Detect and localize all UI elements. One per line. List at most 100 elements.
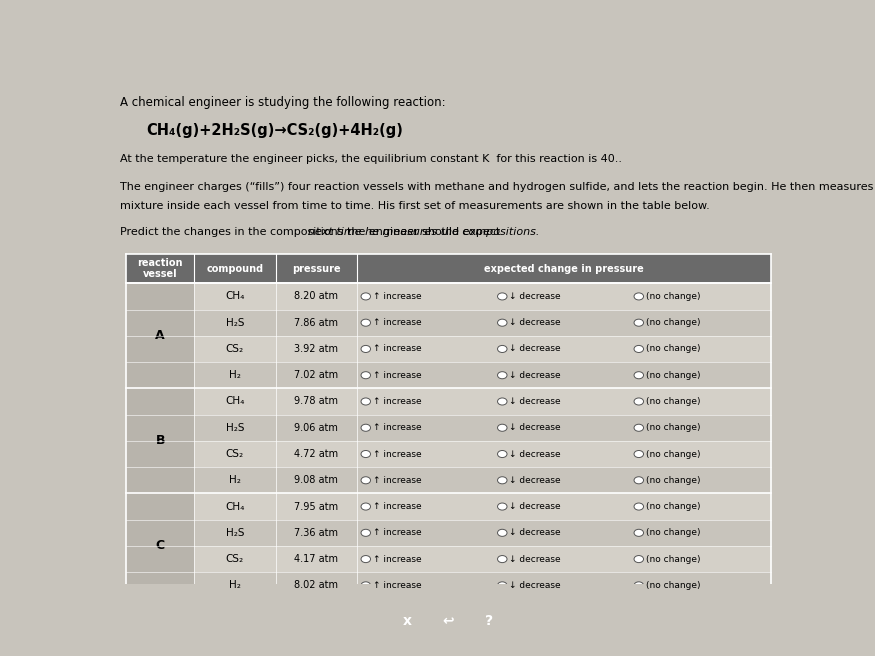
Text: 4.17 atm: 4.17 atm (294, 554, 339, 564)
Text: ↑ increase: ↑ increase (373, 528, 422, 537)
Text: ↑ increase: ↑ increase (373, 423, 422, 432)
Circle shape (634, 346, 643, 352)
Text: At the temperature the engineer picks, the equilibrium constant K  for this reac: At the temperature the engineer picks, t… (120, 154, 621, 164)
FancyBboxPatch shape (386, 607, 430, 634)
Text: 7.36 atm: 7.36 atm (294, 528, 339, 538)
Circle shape (498, 582, 507, 589)
Text: (no change): (no change) (646, 449, 700, 459)
Bar (126, 336, 771, 362)
Circle shape (634, 556, 643, 563)
Text: ↓ decrease: ↓ decrease (509, 318, 561, 327)
Circle shape (634, 424, 643, 431)
Circle shape (498, 319, 507, 326)
FancyBboxPatch shape (467, 607, 511, 634)
Text: 9.08 atm: 9.08 atm (294, 476, 338, 485)
Circle shape (498, 293, 507, 300)
Bar (126, 388, 194, 493)
Circle shape (361, 582, 370, 589)
Circle shape (361, 529, 370, 537)
Text: ↓ decrease: ↓ decrease (509, 502, 561, 511)
Text: 9.78 atm: 9.78 atm (294, 396, 339, 407)
Bar (126, 467, 771, 493)
Text: CS₂: CS₂ (226, 449, 244, 459)
Text: (no change): (no change) (646, 476, 700, 485)
Bar (126, 546, 771, 572)
Bar (126, 362, 771, 388)
Text: CH₄: CH₄ (225, 502, 244, 512)
Text: CS₂: CS₂ (226, 344, 244, 354)
Text: pressure: pressure (292, 264, 340, 274)
FancyBboxPatch shape (426, 607, 471, 634)
Text: A: A (156, 329, 165, 342)
Circle shape (498, 346, 507, 352)
Bar (126, 493, 771, 520)
Text: ↓ decrease: ↓ decrease (509, 344, 561, 354)
Circle shape (361, 556, 370, 563)
Text: ↩: ↩ (443, 614, 454, 628)
Circle shape (634, 398, 643, 405)
Text: ↓ decrease: ↓ decrease (509, 371, 561, 380)
Text: ↓ decrease: ↓ decrease (509, 449, 561, 459)
Bar (126, 493, 194, 598)
Text: mixture inside each vessel from time to time. His first set of measurements are : mixture inside each vessel from time to … (120, 201, 710, 211)
Circle shape (361, 424, 370, 431)
Bar (126, 283, 194, 388)
Text: 8.20 atm: 8.20 atm (294, 291, 339, 301)
Bar (126, 283, 771, 310)
Text: (no change): (no change) (646, 581, 700, 590)
Text: ↑ increase: ↑ increase (373, 554, 422, 564)
Text: (no change): (no change) (646, 397, 700, 406)
Text: ↓ decrease: ↓ decrease (509, 397, 561, 406)
Bar (126, 254, 771, 283)
Text: (no change): (no change) (646, 318, 700, 327)
Text: ↑ increase: ↑ increase (373, 502, 422, 511)
Text: (no change): (no change) (646, 371, 700, 380)
Text: ↓ decrease: ↓ decrease (509, 292, 561, 301)
Circle shape (498, 451, 507, 458)
Circle shape (361, 293, 370, 300)
Text: 8.02 atm: 8.02 atm (294, 581, 339, 590)
Circle shape (498, 398, 507, 405)
Circle shape (498, 372, 507, 379)
Text: A chemical engineer is studying the following reaction:: A chemical engineer is studying the foll… (120, 96, 445, 110)
Text: ↓ decrease: ↓ decrease (509, 528, 561, 537)
Text: (no change): (no change) (646, 423, 700, 432)
Text: 7.86 atm: 7.86 atm (294, 318, 339, 328)
Bar (126, 388, 771, 415)
Text: H₂: H₂ (229, 370, 241, 380)
Text: H₂S: H₂S (226, 318, 244, 328)
Circle shape (498, 529, 507, 537)
Text: H₂S: H₂S (226, 528, 244, 538)
Circle shape (634, 293, 643, 300)
Circle shape (634, 582, 643, 589)
Circle shape (361, 503, 370, 510)
Bar (126, 441, 771, 467)
Text: ↓ decrease: ↓ decrease (509, 554, 561, 564)
Text: CS₂: CS₂ (226, 554, 244, 564)
Text: ↓ decrease: ↓ decrease (509, 423, 561, 432)
Bar (126, 572, 771, 598)
Circle shape (634, 451, 643, 458)
Bar (126, 520, 771, 546)
Text: 3.92 atm: 3.92 atm (294, 344, 339, 354)
Text: 7.95 atm: 7.95 atm (294, 502, 339, 512)
Text: ↑ increase: ↑ increase (373, 318, 422, 327)
Text: H₂S: H₂S (226, 422, 244, 433)
Text: compound: compound (206, 264, 263, 274)
Circle shape (634, 319, 643, 326)
Circle shape (498, 477, 507, 484)
Text: (no change): (no change) (646, 554, 700, 564)
Circle shape (634, 372, 643, 379)
Circle shape (361, 477, 370, 484)
Circle shape (361, 346, 370, 352)
Circle shape (634, 503, 643, 510)
Text: ↑ increase: ↑ increase (373, 292, 422, 301)
Circle shape (361, 372, 370, 379)
Text: CH₄(g)+2H₂S(g)→CS₂(g)+4H₂(g): CH₄(g)+2H₂S(g)→CS₂(g)+4H₂(g) (147, 123, 403, 138)
Text: Predict the changes in the compositions the engineer should expect: Predict the changes in the compositions … (120, 227, 503, 237)
Circle shape (361, 451, 370, 458)
Text: (no change): (no change) (646, 528, 700, 537)
Circle shape (361, 319, 370, 326)
Text: ↑ increase: ↑ increase (373, 344, 422, 354)
Text: ↑ increase: ↑ increase (373, 449, 422, 459)
